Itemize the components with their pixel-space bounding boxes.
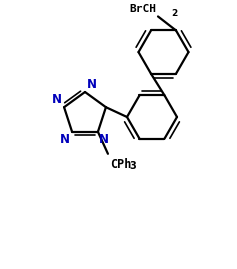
Text: BrCH: BrCH xyxy=(129,5,156,15)
Text: N: N xyxy=(60,133,70,146)
Text: 3: 3 xyxy=(129,161,136,171)
Text: CPh: CPh xyxy=(110,158,131,171)
Text: N: N xyxy=(99,133,109,146)
Text: N: N xyxy=(52,93,62,106)
Text: N: N xyxy=(87,78,97,91)
Text: 2: 2 xyxy=(171,9,177,19)
